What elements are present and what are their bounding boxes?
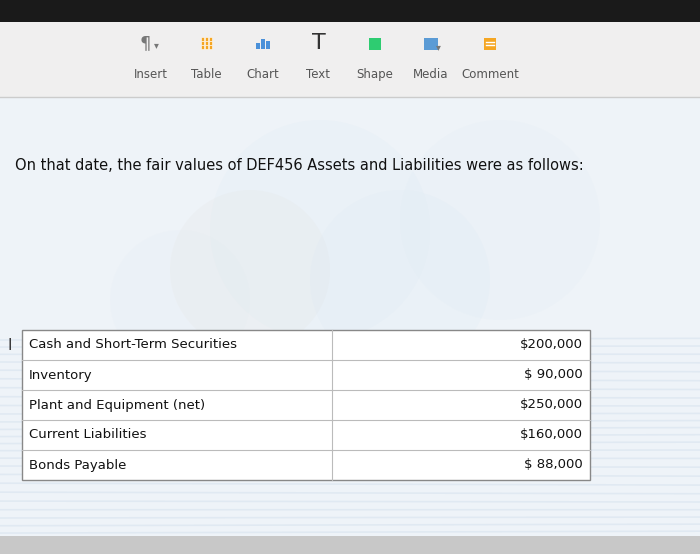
Text: Current Liabilities: Current Liabilities	[29, 428, 146, 442]
FancyBboxPatch shape	[368, 38, 381, 50]
Circle shape	[110, 230, 250, 370]
Text: Bonds Payable: Bonds Payable	[29, 459, 127, 471]
Text: $ 90,000: $ 90,000	[524, 368, 583, 382]
Text: $ 88,000: $ 88,000	[524, 459, 583, 471]
Text: $160,000: $160,000	[520, 428, 583, 442]
Text: Media: Media	[413, 68, 448, 81]
FancyBboxPatch shape	[205, 42, 208, 45]
FancyBboxPatch shape	[265, 41, 270, 49]
Text: $200,000: $200,000	[520, 338, 583, 351]
Text: Insert: Insert	[134, 68, 167, 81]
FancyBboxPatch shape	[0, 0, 700, 22]
FancyBboxPatch shape	[424, 38, 438, 50]
Text: I: I	[8, 337, 13, 352]
Circle shape	[310, 190, 490, 370]
Text: ▾: ▾	[154, 40, 159, 50]
FancyBboxPatch shape	[260, 39, 265, 49]
Text: T: T	[312, 33, 326, 53]
FancyBboxPatch shape	[22, 330, 590, 480]
Circle shape	[400, 120, 600, 320]
FancyBboxPatch shape	[209, 42, 212, 45]
FancyBboxPatch shape	[209, 38, 212, 40]
Text: On that date, the fair values of DEF456 Assets and Liabilities were as follows:: On that date, the fair values of DEF456 …	[15, 157, 584, 172]
FancyBboxPatch shape	[205, 45, 208, 49]
Text: ¶: ¶	[140, 34, 151, 52]
FancyBboxPatch shape	[201, 38, 204, 40]
FancyBboxPatch shape	[0, 22, 700, 97]
Circle shape	[210, 120, 430, 340]
Text: $250,000: $250,000	[520, 398, 583, 412]
Text: Table: Table	[191, 68, 222, 81]
FancyBboxPatch shape	[256, 43, 260, 49]
Text: Plant and Equipment (net): Plant and Equipment (net)	[29, 398, 205, 412]
Circle shape	[170, 190, 330, 350]
FancyBboxPatch shape	[0, 536, 700, 554]
FancyBboxPatch shape	[201, 45, 204, 49]
Text: Comment: Comment	[461, 68, 519, 81]
FancyBboxPatch shape	[209, 45, 212, 49]
Text: Chart: Chart	[246, 68, 279, 81]
FancyBboxPatch shape	[205, 38, 208, 40]
Text: Shape: Shape	[356, 68, 393, 81]
FancyBboxPatch shape	[0, 97, 700, 536]
FancyBboxPatch shape	[484, 38, 496, 50]
Text: ▾: ▾	[436, 42, 441, 52]
Text: Text: Text	[307, 68, 330, 81]
Text: Inventory: Inventory	[29, 368, 92, 382]
FancyBboxPatch shape	[201, 42, 204, 45]
Text: Cash and Short-Term Securities: Cash and Short-Term Securities	[29, 338, 237, 351]
